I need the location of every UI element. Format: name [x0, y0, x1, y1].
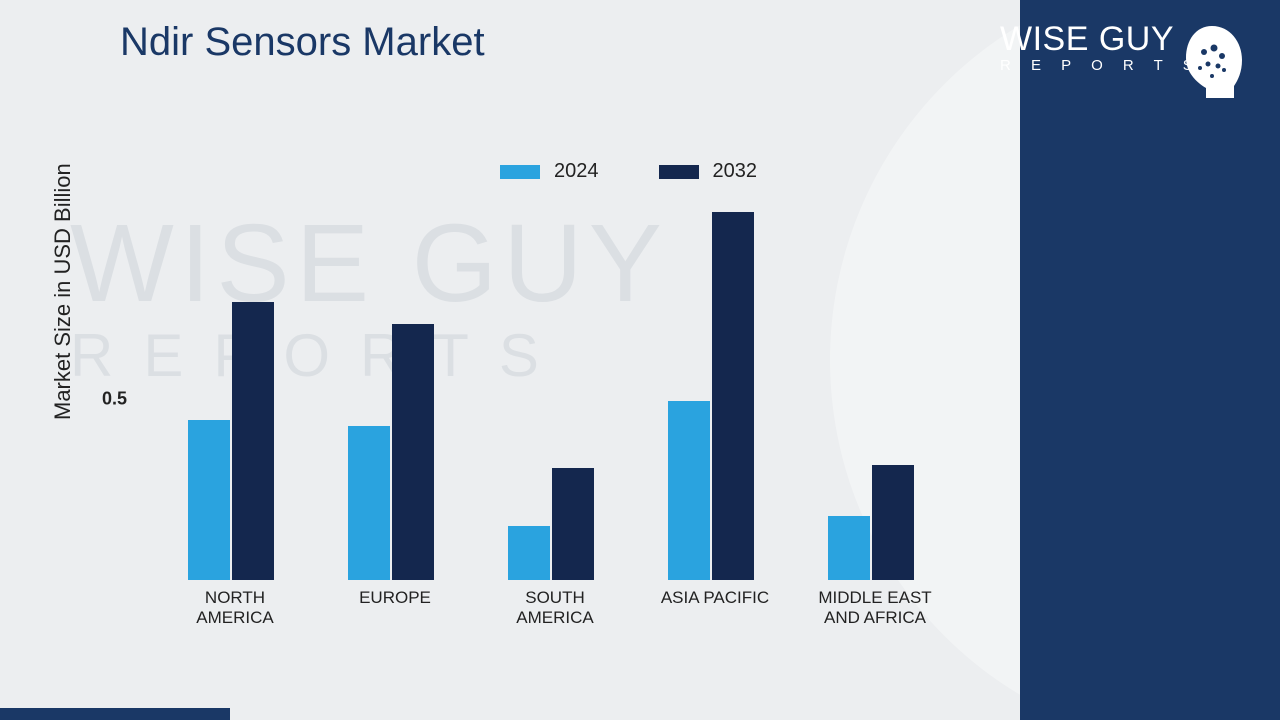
bar: [348, 426, 390, 580]
bar: [188, 420, 230, 580]
footer-accent: [0, 708, 230, 720]
bar: [712, 212, 754, 580]
bar: [872, 465, 914, 580]
y-tick-label: 0.5: [102, 389, 127, 410]
chart-title: Ndir Sensors Market: [120, 20, 485, 65]
category-label: NORTH AMERICA: [170, 580, 300, 629]
chart: Market Size in USD Billion NORTH AMERICA…: [60, 150, 960, 670]
bar: [392, 324, 434, 580]
bar: [668, 401, 710, 580]
category-label: MIDDLE EAST AND AFRICA: [810, 580, 940, 629]
bar: [828, 516, 870, 580]
logo: WISE GUY R E P O R T S: [1000, 20, 1240, 110]
y-axis-label: Market Size in USD Billion: [50, 163, 76, 420]
plot-area: NORTH AMERICAEUROPESOUTH AMERICAASIA PAC…: [140, 180, 930, 580]
category-label: SOUTH AMERICA: [490, 580, 620, 629]
category-label: EUROPE: [330, 580, 460, 608]
bar: [552, 468, 594, 580]
stage: WISE GUY REPORTS WISE GUY R E P O R T S …: [0, 0, 1280, 720]
bar: [508, 526, 550, 580]
category-label: ASIA PACIFIC: [650, 580, 780, 608]
head-icon: [1176, 22, 1248, 102]
bar: [232, 302, 274, 580]
